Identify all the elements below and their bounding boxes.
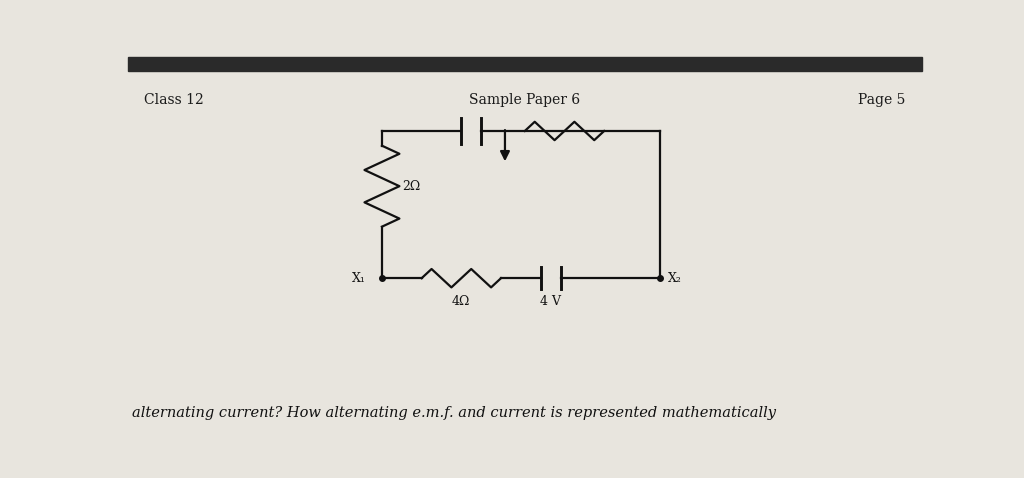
Text: Class 12: Class 12 bbox=[143, 93, 204, 107]
Text: X₁: X₁ bbox=[352, 272, 367, 285]
Text: 2Ω: 2Ω bbox=[401, 180, 420, 193]
Text: Page 5: Page 5 bbox=[858, 93, 905, 107]
Text: Sample Paper 6: Sample Paper 6 bbox=[469, 93, 581, 107]
Text: 4 V: 4 V bbox=[540, 295, 561, 308]
Text: alternating current? How alternating e.m.f. and current is represented mathemati: alternating current? How alternating e.m… bbox=[132, 406, 776, 420]
Text: 4Ω: 4Ω bbox=[453, 295, 470, 308]
Text: X₂: X₂ bbox=[668, 272, 682, 285]
Bar bbox=[128, 57, 922, 71]
